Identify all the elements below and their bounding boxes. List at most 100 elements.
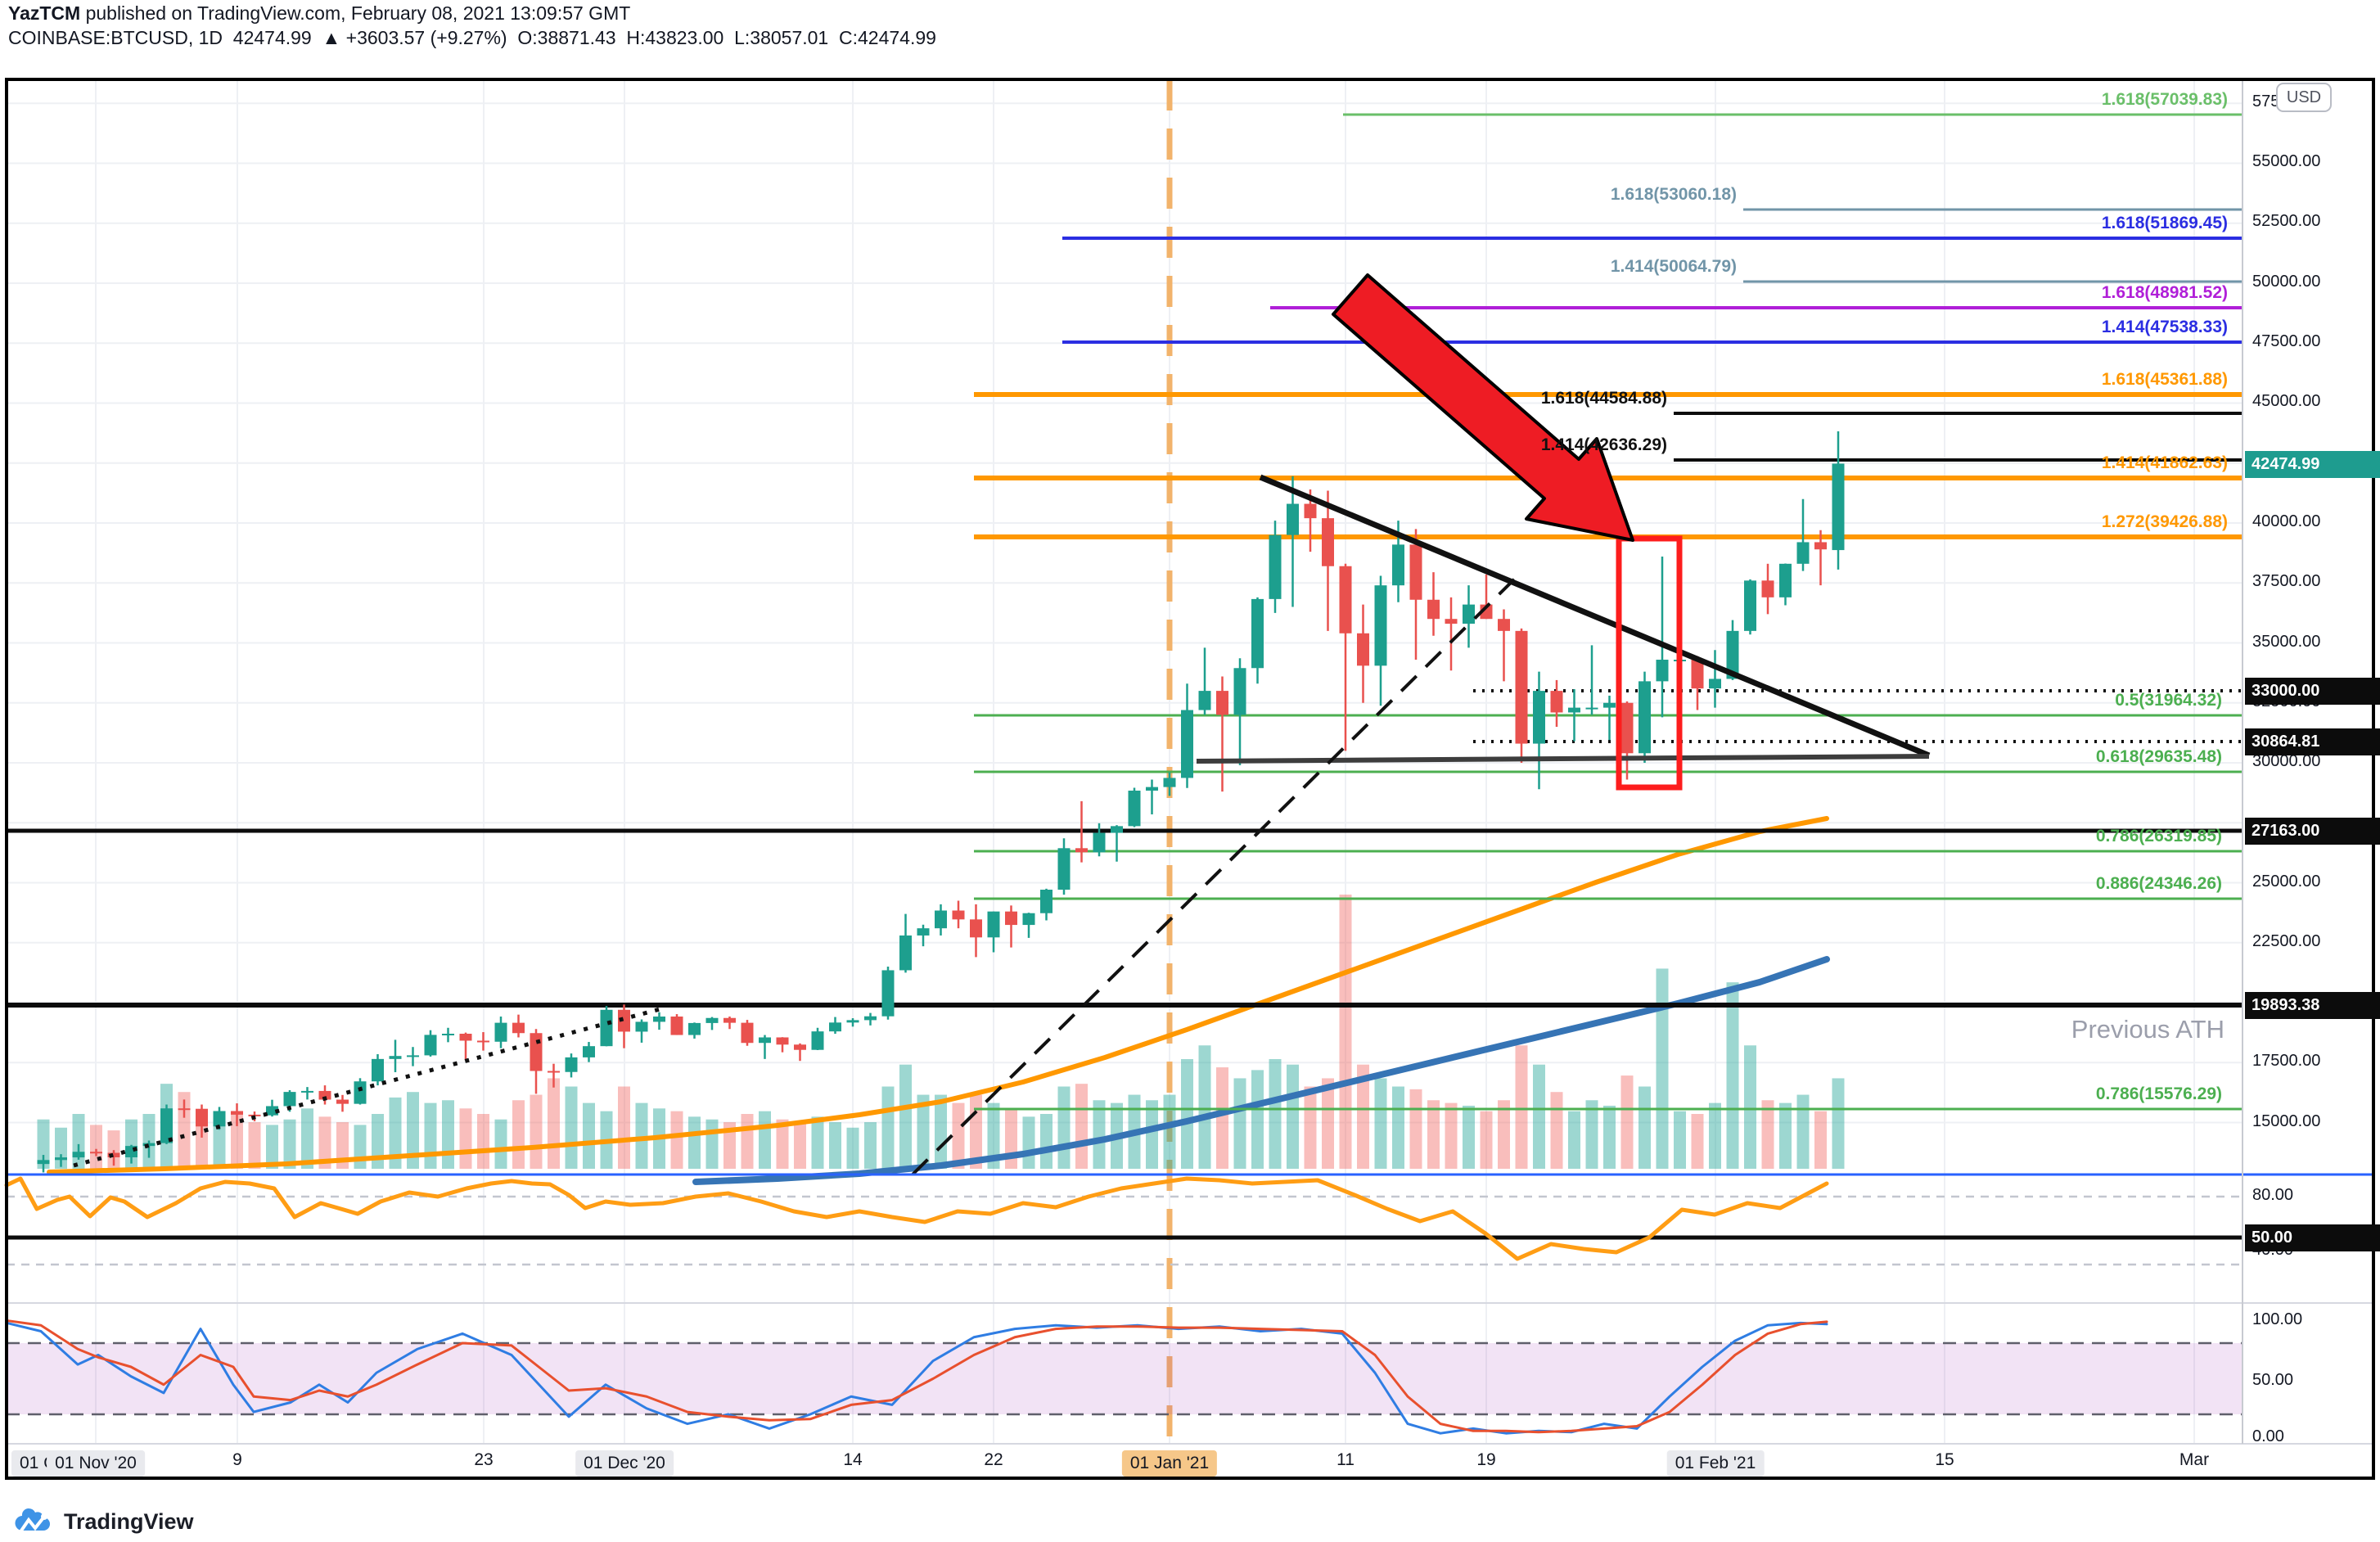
candle-body bbox=[336, 1099, 349, 1104]
volume-bar bbox=[213, 1119, 226, 1169]
volume-bar bbox=[530, 1094, 543, 1169]
candle-body bbox=[530, 1033, 543, 1071]
volume-bar bbox=[1463, 1105, 1475, 1169]
candle-body bbox=[583, 1046, 595, 1057]
volume-bar bbox=[1709, 1102, 1721, 1169]
candle-body bbox=[846, 1020, 859, 1023]
candle-body bbox=[1146, 787, 1158, 791]
volume-bar bbox=[741, 1114, 754, 1169]
volume-bar bbox=[1339, 895, 1352, 1169]
high-label: H: bbox=[626, 27, 646, 48]
candle-body bbox=[1832, 463, 1845, 551]
volume-bar bbox=[72, 1114, 85, 1169]
candle-body bbox=[178, 1108, 191, 1111]
chart-frame bbox=[5, 78, 2375, 1480]
volume-bar bbox=[1515, 1045, 1528, 1169]
candle-body bbox=[1796, 542, 1810, 564]
volume-bar bbox=[1480, 1111, 1493, 1169]
candle-body bbox=[1533, 691, 1545, 744]
volume-bar bbox=[1533, 1064, 1545, 1169]
volume-bar bbox=[635, 1102, 648, 1169]
volume-bar bbox=[1674, 1111, 1686, 1169]
ma-blue-line bbox=[692, 956, 1830, 1185]
open-value: 38871.43 bbox=[537, 27, 616, 48]
candle-body bbox=[494, 1022, 507, 1042]
volume-bar bbox=[565, 1086, 578, 1169]
volume-bar bbox=[1075, 1084, 1088, 1169]
candle-body bbox=[512, 1022, 525, 1034]
volume-bar bbox=[723, 1122, 736, 1169]
volume-bar bbox=[1287, 1064, 1299, 1169]
high-value: 43823.00 bbox=[645, 27, 724, 48]
low-label: L: bbox=[734, 27, 751, 48]
ascending-dotted bbox=[73, 1006, 664, 1168]
candle-body bbox=[1550, 691, 1563, 713]
low-value: 38057.01 bbox=[750, 27, 829, 48]
volume-bar bbox=[372, 1114, 384, 1169]
currency-toggle-button[interactable]: USD bbox=[2276, 83, 2332, 112]
candle-body bbox=[1357, 633, 1369, 666]
candle-body bbox=[1269, 534, 1282, 599]
candle-body bbox=[196, 1108, 208, 1127]
volume-bar bbox=[864, 1122, 877, 1169]
volume-bar bbox=[1726, 982, 1739, 1169]
candle-body bbox=[1761, 580, 1774, 597]
volume-bar bbox=[424, 1102, 437, 1169]
candle-body bbox=[372, 1058, 384, 1082]
volume-bar bbox=[1374, 1078, 1387, 1169]
triangle-base bbox=[1196, 754, 1930, 764]
candle-body bbox=[565, 1057, 578, 1072]
volume-bar bbox=[776, 1119, 789, 1169]
volume-bar bbox=[477, 1114, 489, 1169]
candle-body bbox=[1216, 691, 1228, 715]
candle-body bbox=[389, 1056, 402, 1059]
volume-bar bbox=[407, 1092, 419, 1169]
candle-body bbox=[1251, 598, 1264, 669]
candle-body bbox=[354, 1081, 367, 1104]
candle-body bbox=[1656, 660, 1669, 682]
volume-bar bbox=[283, 1119, 296, 1169]
volume-bar bbox=[1832, 1078, 1845, 1169]
volume-bar bbox=[1691, 1114, 1704, 1169]
candle-body bbox=[90, 1152, 102, 1154]
candle-body bbox=[1233, 668, 1246, 715]
candle-body bbox=[917, 928, 930, 936]
candle-body bbox=[1075, 848, 1088, 853]
close-label: C: bbox=[839, 27, 858, 48]
volume-bar bbox=[987, 1102, 1000, 1169]
candle-body bbox=[1515, 630, 1528, 744]
volume-bar bbox=[1216, 1067, 1228, 1169]
candle-body bbox=[107, 1152, 120, 1157]
candle-body bbox=[1005, 911, 1017, 926]
volume-bar bbox=[1427, 1100, 1440, 1169]
candle-body bbox=[1779, 563, 1792, 597]
candle-body bbox=[776, 1037, 789, 1045]
published-header: YazTCM published on TradingView.com, Feb… bbox=[8, 2, 630, 25]
volume-bar bbox=[459, 1108, 472, 1169]
candle-body bbox=[266, 1106, 278, 1116]
tradingview-logo[interactable]: TradingView bbox=[13, 1506, 194, 1537]
candle-body bbox=[723, 1017, 736, 1023]
candle-body bbox=[1040, 889, 1053, 913]
symbol-name: COINBASE:BTCUSD, 1D bbox=[8, 27, 223, 48]
price-change: ▲ +3603.57 (+9.27%) bbox=[322, 27, 507, 48]
red-arrow-annotation bbox=[1332, 273, 1634, 542]
volume-bar bbox=[1779, 1102, 1792, 1169]
stoch-d-line bbox=[5, 1319, 1828, 1434]
volume-bar bbox=[1814, 1111, 1827, 1169]
candle-body bbox=[142, 1143, 156, 1147]
volume-bar bbox=[794, 1122, 806, 1169]
tradingview-logo-text: TradingView bbox=[64, 1508, 194, 1534]
candle-body bbox=[160, 1108, 173, 1143]
candle-body bbox=[811, 1031, 824, 1050]
volume-bar bbox=[688, 1116, 701, 1169]
last-price: 42474.99 bbox=[232, 27, 312, 48]
candle-body bbox=[1709, 679, 1721, 689]
volume-bar bbox=[583, 1102, 595, 1169]
volume-bar bbox=[1761, 1100, 1774, 1169]
candle-body bbox=[1374, 585, 1387, 666]
volume-bar bbox=[1744, 1045, 1756, 1169]
volume-bar bbox=[442, 1100, 454, 1169]
candle-body bbox=[935, 910, 947, 929]
